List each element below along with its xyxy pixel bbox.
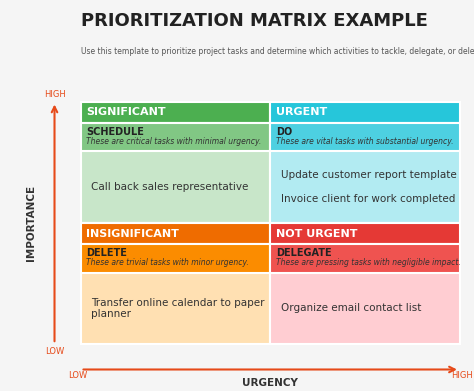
- Bar: [81, 244, 270, 273]
- Bar: [81, 223, 270, 344]
- Text: These are vital tasks with substantial urgency.: These are vital tasks with substantial u…: [276, 137, 453, 146]
- Bar: [270, 223, 460, 344]
- Text: HIGH: HIGH: [44, 90, 65, 99]
- Text: URGENT: URGENT: [276, 108, 327, 117]
- Text: PRIORITIZATION MATRIX EXAMPLE: PRIORITIZATION MATRIX EXAMPLE: [81, 12, 428, 30]
- Text: LOW: LOW: [69, 371, 88, 380]
- Text: IMPORTANCE: IMPORTANCE: [26, 185, 36, 261]
- Text: DELEGATE: DELEGATE: [276, 248, 331, 258]
- Text: Call back sales representative: Call back sales representative: [91, 182, 248, 192]
- Bar: [81, 123, 270, 151]
- Text: DELETE: DELETE: [86, 248, 127, 258]
- Text: SIGNIFICANT: SIGNIFICANT: [86, 108, 166, 117]
- Text: Use this template to prioritize project tasks and determine which activities to : Use this template to prioritize project …: [81, 47, 474, 56]
- Text: SCHEDULE: SCHEDULE: [86, 127, 144, 137]
- Text: URGENCY: URGENCY: [242, 378, 298, 388]
- Text: Update customer report template

Invoice client for work completed: Update customer report template Invoice …: [281, 170, 456, 204]
- Bar: [81, 223, 270, 244]
- Bar: [270, 223, 460, 244]
- Text: HIGH: HIGH: [451, 371, 473, 380]
- Text: These are pressing tasks with negligible impact.: These are pressing tasks with negligible…: [276, 258, 461, 267]
- Bar: [270, 123, 460, 151]
- Text: These are trivial tasks with minor urgency.: These are trivial tasks with minor urgen…: [86, 258, 249, 267]
- Text: These are critical tasks with minimal urgency.: These are critical tasks with minimal ur…: [86, 137, 262, 146]
- Text: INSIGNIFICANT: INSIGNIFICANT: [86, 229, 179, 239]
- Bar: [270, 102, 460, 223]
- Text: LOW: LOW: [45, 347, 64, 356]
- Text: Organize email contact list: Organize email contact list: [281, 303, 421, 313]
- Bar: [270, 102, 460, 123]
- Bar: [81, 102, 270, 223]
- Text: DO: DO: [276, 127, 292, 137]
- Text: Transfer online calendar to paper
planner: Transfer online calendar to paper planne…: [91, 298, 264, 319]
- Bar: [270, 244, 460, 273]
- Bar: [81, 102, 270, 123]
- Text: NOT URGENT: NOT URGENT: [276, 229, 357, 239]
